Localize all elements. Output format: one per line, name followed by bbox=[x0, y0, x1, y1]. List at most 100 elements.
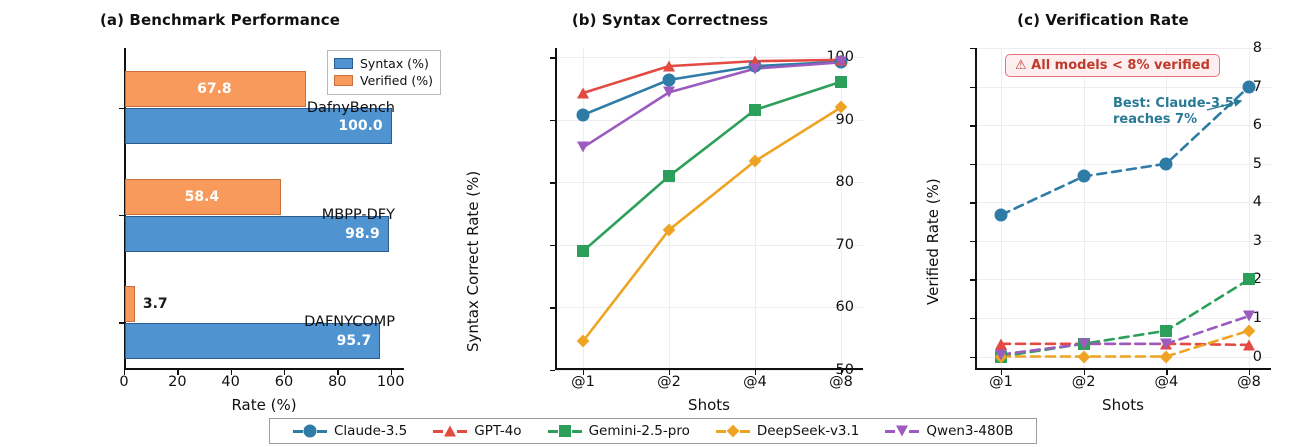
gridline-v bbox=[755, 48, 756, 370]
marker-triangle-up bbox=[663, 60, 675, 72]
bar-syntax bbox=[125, 322, 381, 359]
marker-triangle-down bbox=[896, 425, 909, 437]
marker-square bbox=[749, 103, 761, 116]
xtick-label: @4 bbox=[743, 374, 767, 390]
series-line bbox=[581, 80, 843, 253]
panel-b-syntax-correctness: (b) Syntax Correctness 50 60 70 80 90 10… bbox=[440, 0, 900, 447]
legend-glyph bbox=[547, 423, 582, 439]
gridline-h bbox=[975, 279, 1271, 281]
series-line bbox=[581, 58, 843, 95]
ytick-label: 60 bbox=[835, 299, 854, 316]
marker-triangle-down bbox=[1077, 338, 1090, 350]
panel-c-title: (c) Verification Rate bbox=[1017, 11, 1189, 29]
xtick-label: @8 bbox=[829, 374, 853, 390]
marker-triangle-up bbox=[577, 87, 589, 99]
series-line bbox=[581, 106, 843, 343]
legend-swatch-verified bbox=[334, 75, 353, 86]
gridline-h bbox=[975, 202, 1271, 204]
panel-c-best-annotation: Best: Claude-3.5 reaches 7% bbox=[1113, 96, 1234, 127]
panel-b-ylabel: Syntax Correct Rate (%) bbox=[464, 170, 482, 352]
bar-value-syntax: 98.9 bbox=[345, 225, 380, 242]
ytick bbox=[970, 240, 975, 243]
panel-a-ytick bbox=[119, 322, 124, 324]
ytick-label: 8 bbox=[1252, 40, 1262, 56]
gridline-v bbox=[583, 48, 584, 370]
panel-b-x-axis-line bbox=[555, 368, 863, 370]
gridline-h bbox=[555, 182, 863, 184]
ytick bbox=[550, 370, 555, 372]
ytick bbox=[550, 119, 555, 122]
marker-circle bbox=[303, 424, 317, 438]
legend-label: Claude-3.5 bbox=[334, 423, 408, 439]
gridline-h bbox=[555, 244, 863, 246]
panel-a-xtick-label: 80 bbox=[328, 374, 347, 390]
panel-c-verification-rate: (c) Verification Rate 0 1 2 3 4 5 6 7 8 … bbox=[900, 0, 1306, 447]
legend-swatch-syntax bbox=[334, 58, 353, 69]
marker-triangle-up bbox=[749, 55, 761, 67]
panel-a-xtick-label: 20 bbox=[168, 374, 187, 390]
gridline-v bbox=[1166, 48, 1168, 370]
ytick bbox=[970, 279, 975, 281]
panel-b-plot-area: 50 60 70 80 90 100 @1 @2 @4 @8 bbox=[550, 48, 863, 390]
gridline-h bbox=[975, 240, 1271, 242]
xtick bbox=[583, 370, 585, 375]
ytick-label: 70 bbox=[835, 236, 854, 253]
panel-b-xlabel: Shots bbox=[688, 396, 730, 414]
ytick bbox=[550, 57, 555, 59]
ytick-label: 3 bbox=[1252, 232, 1262, 249]
legend-item-gemini-2-5-pro[interactable]: Gemini-2.5-pro bbox=[547, 423, 690, 439]
gridline-h bbox=[975, 86, 1271, 88]
marker-diamond bbox=[726, 424, 740, 438]
ytick-label: 0 bbox=[1252, 348, 1262, 365]
legend-item-claude-3-5[interactable]: Claude-3.5 bbox=[293, 423, 407, 439]
ytick-label: 6 bbox=[1252, 117, 1262, 134]
panel-a-xlabel: Rate (%) bbox=[231, 396, 297, 414]
panel-b-y-axis-line bbox=[555, 48, 557, 370]
legend-label: Qwen3-480B bbox=[926, 423, 1014, 439]
panel-a-legend-item: Syntax (%) bbox=[334, 55, 433, 72]
panel-a-ytick bbox=[119, 107, 124, 110]
marker-circle bbox=[1077, 169, 1091, 183]
panel-a-benchmark-performance: (a) Benchmark Performance 0 20 40 60 80 … bbox=[0, 0, 441, 447]
panel-a-x-axis-line bbox=[124, 368, 404, 370]
ytick bbox=[970, 317, 975, 320]
marker-triangle-down bbox=[577, 141, 589, 153]
marker-triangle-up bbox=[1243, 339, 1255, 351]
panel-c-x-axis-line bbox=[975, 368, 1271, 370]
legend-item-gpt-4o[interactable]: GPT-4o bbox=[433, 423, 522, 439]
xtick bbox=[669, 370, 671, 375]
panel-a-xtick-label: 60 bbox=[274, 374, 294, 390]
panel-a-xtick bbox=[390, 370, 393, 375]
ytick-label: 1 bbox=[1252, 309, 1262, 326]
marker-circle bbox=[1242, 80, 1256, 94]
panel-c-xlabel: Shots bbox=[1102, 396, 1144, 414]
xtick bbox=[755, 370, 757, 375]
legend-item-qwen3-480b[interactable]: Qwen3-480B bbox=[885, 423, 1013, 439]
ytick-label: 80 bbox=[835, 174, 854, 191]
ytick bbox=[970, 48, 975, 50]
panel-a-xtick bbox=[230, 370, 233, 375]
xtick-label: @1 bbox=[571, 374, 595, 390]
panel-a-xtick-label: 40 bbox=[221, 374, 240, 390]
legend-label: Syntax (%) bbox=[360, 56, 429, 71]
legend-glyph bbox=[715, 423, 750, 439]
xtick bbox=[1001, 370, 1003, 375]
ytick-label: 90 bbox=[835, 111, 854, 128]
bar-verified bbox=[125, 178, 281, 215]
marker-triangle-down bbox=[1243, 310, 1255, 322]
gridline-v bbox=[841, 48, 842, 370]
panel-b-title: (b) Syntax Correctness bbox=[571, 11, 769, 29]
marker-square bbox=[577, 245, 589, 258]
legend-glyph bbox=[433, 423, 468, 439]
gridline-v bbox=[1083, 48, 1085, 370]
panel-a-category-label: DAFNYCOMP bbox=[304, 314, 395, 331]
legend-glyph bbox=[885, 423, 920, 439]
marker-triangle-down bbox=[749, 63, 761, 75]
legend-item-deepseek-v3-1[interactable]: DeepSeek-v3.1 bbox=[715, 423, 859, 439]
panel-a-title: (a) Benchmark Performance bbox=[99, 11, 341, 29]
ytick bbox=[970, 163, 975, 166]
legend-label: Gemini-2.5-pro bbox=[588, 423, 690, 439]
gridline-h bbox=[555, 119, 863, 121]
series-line bbox=[999, 278, 1251, 358]
gridline-h bbox=[555, 370, 863, 371]
